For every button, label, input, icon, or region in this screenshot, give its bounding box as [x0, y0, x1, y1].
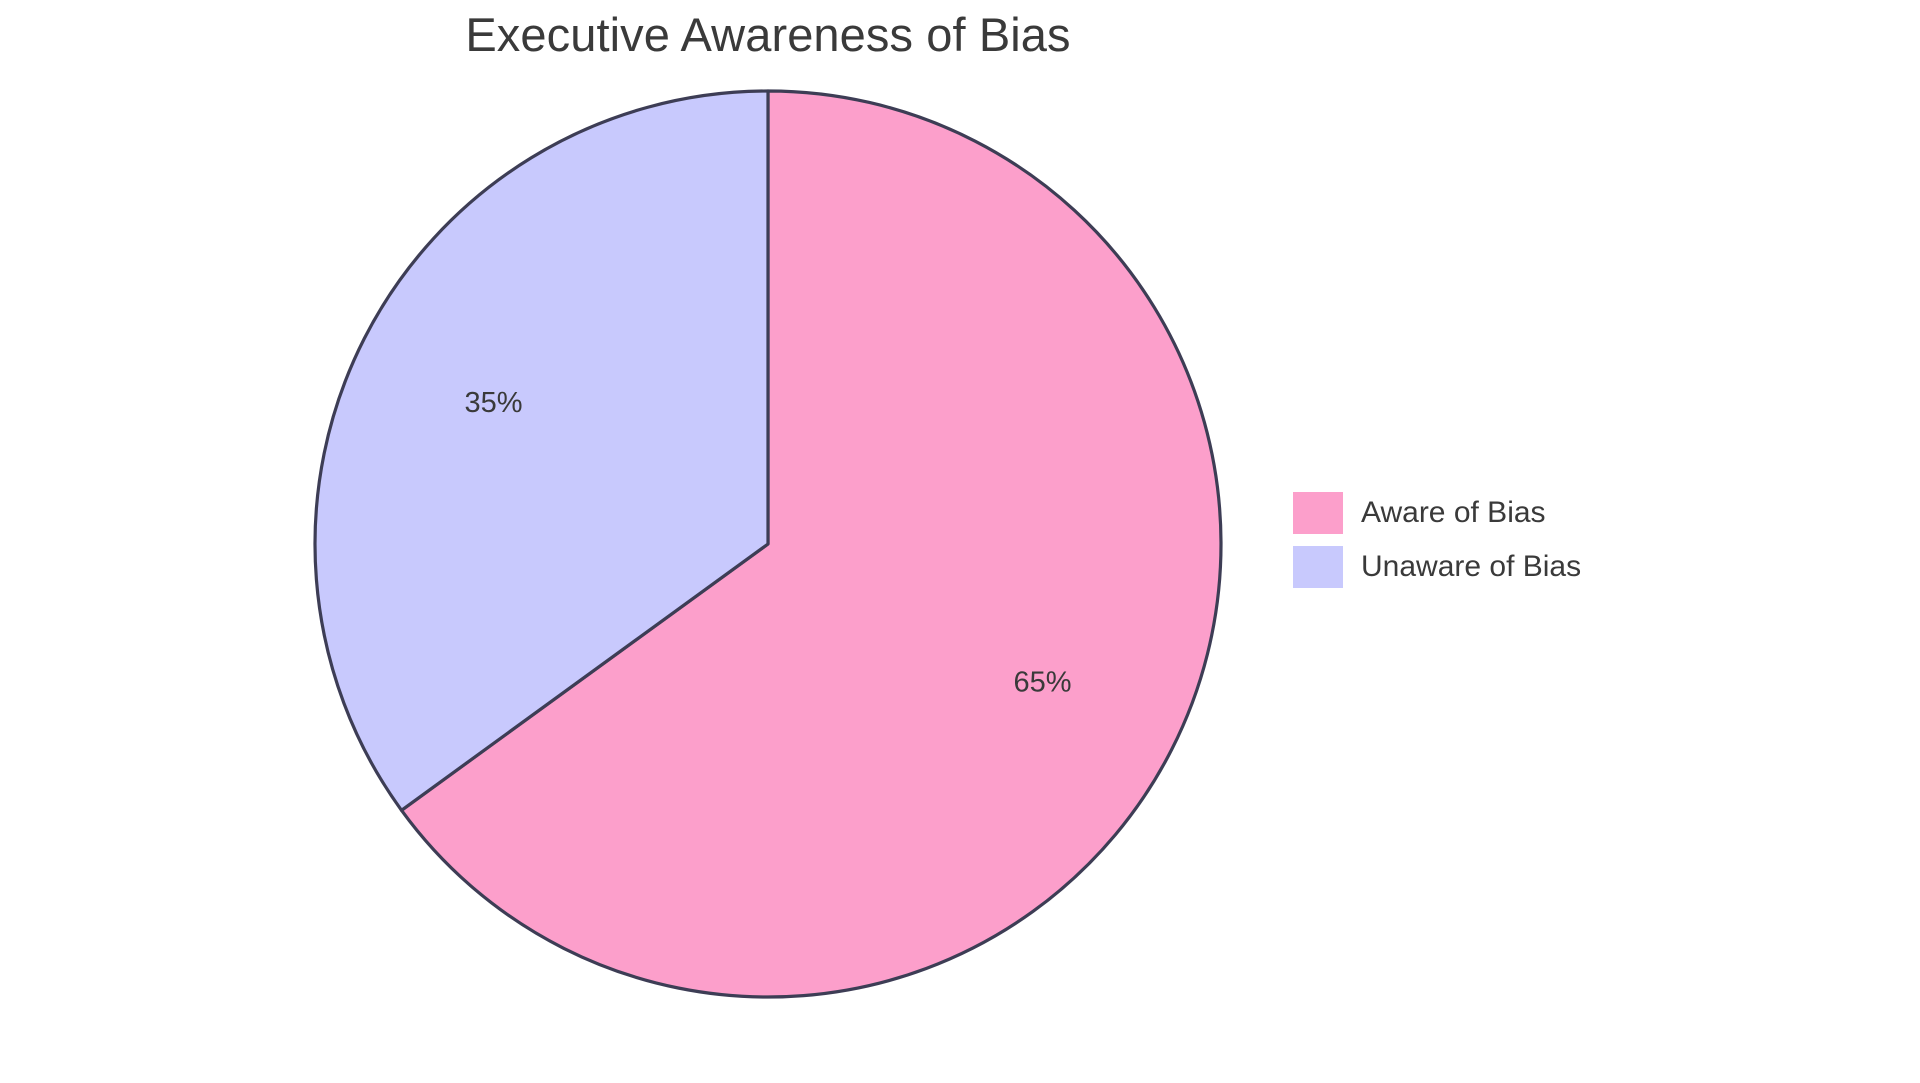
pie-label-unaware-of-bias: 35% [464, 387, 522, 419]
legend-swatch-icon-aware-of-bias [1293, 492, 1343, 534]
page-title: Executive Awareness of Bias [465, 8, 1071, 61]
legend-item-aware-of-bias[interactable]: Aware of Bias [1293, 492, 1581, 534]
legend-label-aware-of-bias: Aware of Bias [1361, 496, 1546, 529]
pie-label-aware-of-bias: 65% [1013, 666, 1071, 698]
pie-slice-aware-of-bias[interactable] [399, 89, 1223, 999]
legend-swatch-icon-unaware-of-bias [1293, 546, 1343, 588]
legend-item-unaware-of-bias[interactable]: Unaware of Bias [1293, 546, 1581, 588]
legend-label-unaware-of-bias: Unaware of Bias [1361, 550, 1582, 583]
pie-slice-unaware-of-bias[interactable] [313, 89, 770, 812]
chart-legend: Aware of Bias Unaware of Bias [1293, 492, 1581, 588]
